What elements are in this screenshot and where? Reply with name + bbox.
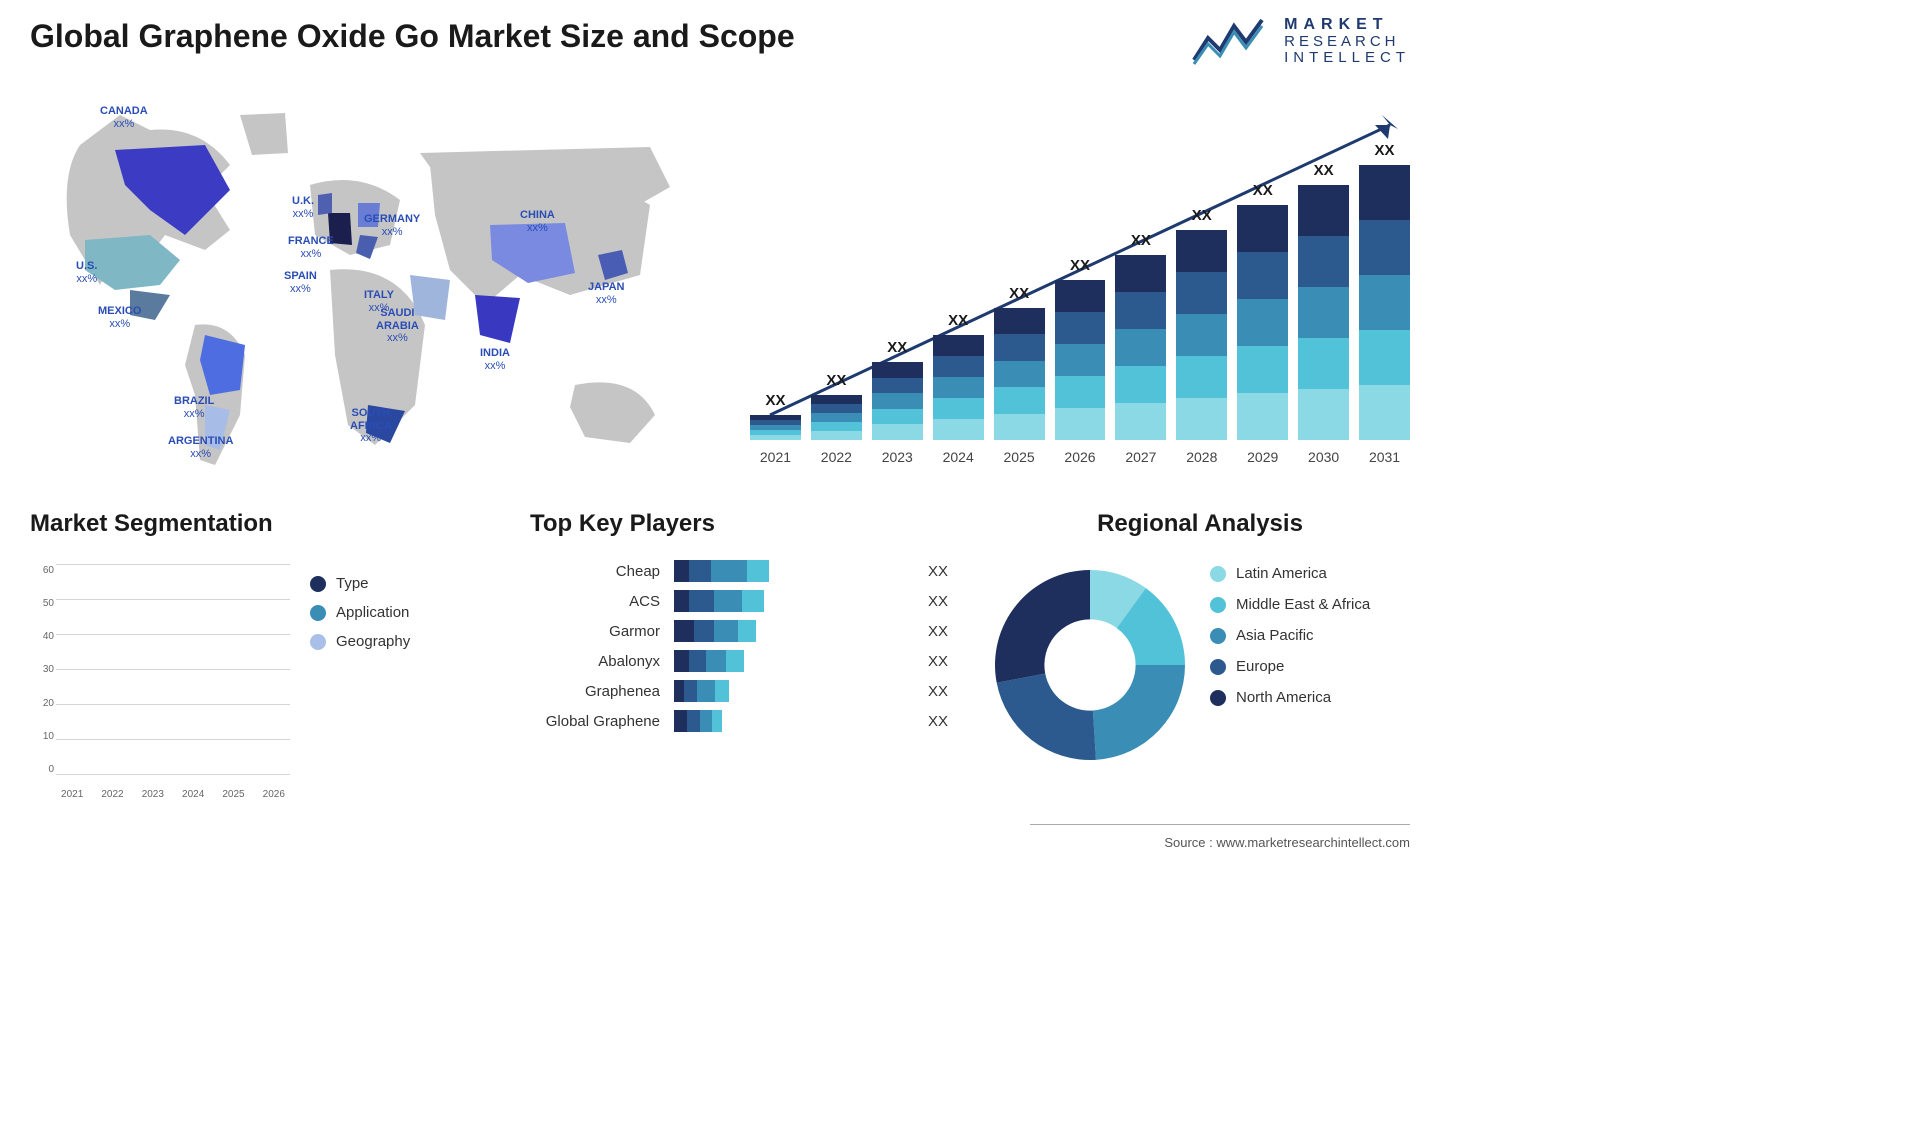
player-name: Global Graphene bbox=[530, 713, 660, 730]
forecast-xaxis-label: 2026 bbox=[1055, 449, 1106, 465]
forecast-xaxis-label: 2028 bbox=[1176, 449, 1227, 465]
map-label: MEXICOxx% bbox=[98, 305, 141, 330]
forecast-bar-chart: XXXXXXXXXXXXXXXXXXXXXX 20212022202320242… bbox=[750, 95, 1410, 465]
source-divider bbox=[1030, 824, 1410, 825]
legend-item: Europe bbox=[1210, 658, 1370, 675]
donut-slice bbox=[995, 570, 1090, 683]
forecast-bar: XX bbox=[1237, 205, 1288, 440]
map-label: BRAZILxx% bbox=[174, 395, 214, 420]
legend-item: Application bbox=[310, 604, 410, 621]
segmentation-title: Market Segmentation bbox=[30, 510, 500, 538]
player-value: XX bbox=[928, 683, 948, 700]
forecast-bar: XX bbox=[750, 415, 801, 440]
player-value: XX bbox=[928, 623, 948, 640]
map-label: CHINAxx% bbox=[520, 209, 555, 234]
player-name: Garmor bbox=[530, 623, 660, 640]
forecast-xaxis-label: 2029 bbox=[1237, 449, 1288, 465]
logo-line3: INTELLECT bbox=[1284, 50, 1410, 67]
player-row: ACS XX bbox=[530, 590, 970, 612]
player-value: XX bbox=[928, 563, 948, 580]
player-row: Global Graphene XX bbox=[530, 710, 970, 732]
regional-legend: Latin America Middle East & Africa Asia Pa… bbox=[1210, 565, 1370, 706]
world-map: CANADAxx% U.S.xx%MEXICOxx% BRAZILxx% ARGENT… bbox=[30, 95, 710, 495]
logo-line1: MARKET bbox=[1284, 16, 1410, 34]
forecast-bar: XX bbox=[1176, 230, 1227, 440]
map-label: U.S.xx% bbox=[76, 260, 97, 285]
segmentation-chart: 6050403020100 202120222023202420252026 bbox=[30, 560, 290, 800]
segmentation-panel: Market Segmentation 6050403020100 202120… bbox=[30, 510, 500, 800]
forecast-bar: XX bbox=[1359, 165, 1410, 440]
player-name: Cheap bbox=[530, 563, 660, 580]
map-label: SPAINxx% bbox=[284, 270, 317, 295]
legend-item: Latin America bbox=[1210, 565, 1370, 582]
regional-panel: Regional Analysis Latin America Middle Ea… bbox=[990, 510, 1410, 800]
forecast-xaxis-label: 2025 bbox=[994, 449, 1045, 465]
legend-item: North America bbox=[1210, 689, 1370, 706]
segmentation-xaxis-label: 2026 bbox=[258, 789, 290, 800]
forecast-xaxis-label: 2021 bbox=[750, 449, 801, 465]
forecast-bar: XX bbox=[933, 335, 984, 440]
forecast-bar: XX bbox=[1055, 280, 1106, 440]
forecast-bar: XX bbox=[994, 308, 1045, 440]
logo-icon bbox=[1190, 16, 1270, 66]
player-row: Abalonyx XX bbox=[530, 650, 970, 672]
forecast-bar: XX bbox=[1115, 255, 1166, 440]
segmentation-xaxis-label: 2025 bbox=[217, 789, 249, 800]
forecast-xaxis-label: 2024 bbox=[933, 449, 984, 465]
forecast-bar: XX bbox=[872, 362, 923, 440]
map-label: FRANCExx% bbox=[288, 235, 334, 260]
player-bar bbox=[674, 710, 914, 732]
source-attribution: Source : www.marketresearchintellect.com bbox=[1164, 835, 1410, 850]
page-title: Global Graphene Oxide Go Market Size and… bbox=[30, 18, 795, 55]
map-label: JAPANxx% bbox=[588, 281, 624, 306]
logo-line2: RESEARCH bbox=[1284, 34, 1410, 51]
player-bar bbox=[674, 680, 914, 702]
forecast-xaxis-label: 2031 bbox=[1359, 449, 1410, 465]
player-bar bbox=[674, 650, 914, 672]
legend-item: Type bbox=[310, 575, 410, 592]
segmentation-xaxis-label: 2021 bbox=[56, 789, 88, 800]
player-value: XX bbox=[928, 593, 948, 610]
player-name: Graphenea bbox=[530, 683, 660, 700]
map-label: INDIAxx% bbox=[480, 347, 510, 372]
regional-donut-chart bbox=[990, 565, 1190, 765]
player-row: Graphenea XX bbox=[530, 680, 970, 702]
player-row: Cheap XX bbox=[530, 560, 970, 582]
legend-item: Middle East & Africa bbox=[1210, 596, 1370, 613]
player-bar bbox=[674, 590, 914, 612]
segmentation-xaxis-label: 2024 bbox=[177, 789, 209, 800]
legend-item: Asia Pacific bbox=[1210, 627, 1370, 644]
player-name: Abalonyx bbox=[530, 653, 660, 670]
forecast-xaxis-label: 2030 bbox=[1298, 449, 1349, 465]
map-label: CANADAxx% bbox=[100, 105, 148, 130]
map-label: U.K.xx% bbox=[292, 195, 314, 220]
forecast-xaxis-label: 2027 bbox=[1115, 449, 1166, 465]
player-bar bbox=[674, 620, 914, 642]
players-title: Top Key Players bbox=[530, 510, 970, 538]
player-bar bbox=[674, 560, 914, 582]
segmentation-xaxis-label: 2022 bbox=[96, 789, 128, 800]
map-label: SOUTHAFRICAxx% bbox=[350, 407, 392, 445]
player-row: Garmor XX bbox=[530, 620, 970, 642]
forecast-xaxis-label: 2023 bbox=[872, 449, 923, 465]
map-label: ARGENTINAxx% bbox=[168, 435, 233, 460]
forecast-xaxis-label: 2022 bbox=[811, 449, 862, 465]
player-value: XX bbox=[928, 653, 948, 670]
map-label: GERMANYxx% bbox=[364, 213, 420, 238]
brand-logo: MARKET RESEARCH INTELLECT bbox=[1190, 16, 1410, 67]
segmentation-xaxis-label: 2023 bbox=[137, 789, 169, 800]
segmentation-legend: Type Application Geography bbox=[310, 575, 410, 650]
legend-item: Geography bbox=[310, 633, 410, 650]
map-label: SAUDIARABIAxx% bbox=[376, 307, 419, 345]
forecast-bar: XX bbox=[811, 395, 862, 440]
donut-slice bbox=[997, 674, 1096, 760]
forecast-bar: XX bbox=[1298, 185, 1349, 440]
players-list: Cheap XX ACS XX Garmor XX Abalonyx XX Graphenea X… bbox=[530, 560, 970, 732]
regional-title: Regional Analysis bbox=[990, 510, 1410, 538]
player-name: ACS bbox=[530, 593, 660, 610]
players-panel: Top Key Players CheapXXACSXXGarmorXXAbal… bbox=[530, 510, 970, 810]
player-value: XX bbox=[928, 713, 948, 730]
donut-slice bbox=[1093, 665, 1185, 760]
